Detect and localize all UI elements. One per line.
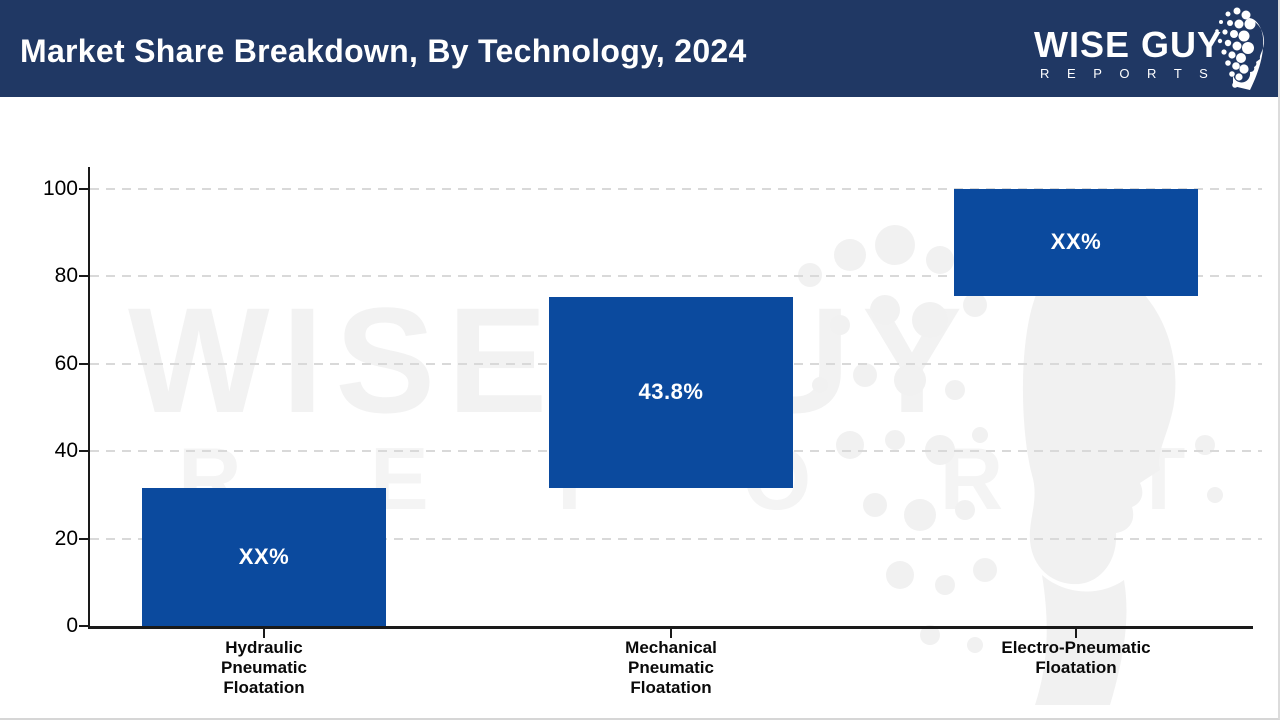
x-axis-tick [1075,629,1077,638]
y-axis-tick-label: 20 [54,526,78,550]
x-axis-tick [263,629,265,638]
x-axis-line [88,626,1253,629]
bar-value-label: 43.8% [638,379,704,405]
wise-guy-reports-logo: WISE GUY R E P O R T S [1010,4,1266,94]
bar-value-label: XX% [1050,229,1102,255]
y-axis-tick-label: 40 [54,439,78,462]
y-axis-tick [79,362,88,365]
y-axis-tick-label: 100 [42,176,78,200]
x-axis-tick [670,629,672,638]
y-axis-tick-label: 80 [54,264,78,287]
bar-value-label: XX% [238,544,290,570]
gridline [90,187,1262,190]
x-axis-category-label: Mechanical Pneumatic Floatation [625,638,717,697]
y-axis-tick [79,450,88,452]
y-axis-tick [79,187,88,190]
market-share-bar: XX% [954,188,1198,296]
logo-sub-text: R E P O R T S [1040,66,1215,81]
header-bar: Market Share Breakdown, By Technology, 2… [0,0,1278,97]
y-axis-tick [79,537,88,540]
logo-face-icon [1215,7,1265,90]
y-axis-tick [79,625,88,627]
gridline [90,537,1262,540]
logo-name-text: WISE GUY [1034,24,1223,65]
gridline [90,275,1262,277]
y-axis-tick [79,275,88,277]
market-share-bar: XX% [142,488,386,626]
y-axis-line [88,167,90,628]
y-axis-tick-label: 0 [66,614,78,637]
x-axis-category-label: Hydraulic Pneumatic Floatation [221,638,307,697]
y-axis-tick-label: 60 [54,351,78,375]
page-title: Market Share Breakdown, By Technology, 2… [20,33,747,69]
x-axis-category-label: Electro-Pneumatic Floatation [1001,638,1151,677]
market-share-bar: 43.8% [549,296,793,489]
